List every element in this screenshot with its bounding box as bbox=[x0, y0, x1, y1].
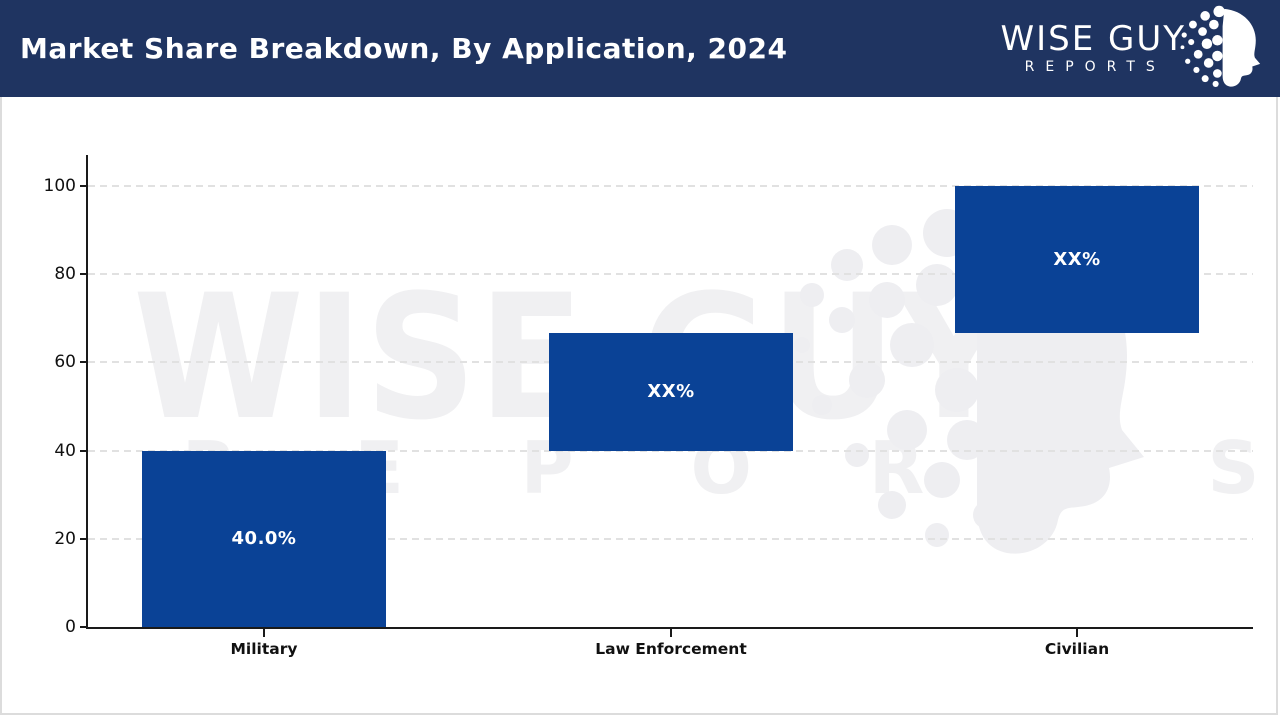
y-tick-label-60: 60 bbox=[54, 352, 76, 373]
gridline-40 bbox=[88, 449, 1253, 452]
y-tick-100 bbox=[80, 185, 88, 187]
x-axis bbox=[86, 627, 1253, 629]
logo-text: WISE GUY REPORTS bbox=[1000, 21, 1186, 76]
bar-military: 40.0% bbox=[142, 450, 386, 627]
y-tick-40 bbox=[80, 449, 88, 452]
y-tick-label-0: 0 bbox=[65, 617, 76, 637]
y-tick-label-100: 100 bbox=[43, 176, 76, 196]
y-tick-label-20: 20 bbox=[54, 528, 76, 549]
logo-face-icon bbox=[1180, 5, 1261, 87]
logo-subtitle: REPORTS bbox=[1024, 59, 1166, 75]
x-tick-0 bbox=[263, 629, 265, 637]
gridline-100 bbox=[88, 185, 1253, 187]
x-category-label: Law Enforcement bbox=[595, 640, 747, 658]
page-title: Market Share Breakdown, By Application, … bbox=[20, 32, 788, 65]
bar-value-label: 40.0% bbox=[231, 528, 297, 550]
x-category-label: Civilian bbox=[1044, 640, 1110, 658]
y-tick-label-40: 40 bbox=[54, 440, 76, 461]
gridline-80 bbox=[88, 273, 1253, 276]
wiseguy-logo: WISE GUY REPORTS bbox=[1000, 0, 1268, 97]
logo-wordmark: WISE GUY bbox=[1000, 19, 1186, 59]
y-axis bbox=[86, 155, 88, 629]
x-category-label: Military bbox=[230, 640, 298, 658]
x-tick-1 bbox=[670, 629, 672, 637]
bar-value-label: XX% bbox=[647, 381, 695, 403]
bar-civilian: XX% bbox=[955, 186, 1199, 333]
bar-value-label: XX% bbox=[1053, 248, 1101, 270]
x-tick-2 bbox=[1076, 629, 1078, 637]
y-tick-80 bbox=[80, 273, 88, 276]
y-tick-0 bbox=[80, 626, 88, 628]
y-tick-60 bbox=[80, 361, 88, 364]
y-tick-20 bbox=[80, 537, 88, 540]
bar-law-enforcement: XX% bbox=[549, 332, 793, 451]
y-tick-label-80: 80 bbox=[54, 264, 76, 285]
header-bar: Market Share Breakdown, By Application, … bbox=[0, 0, 1280, 97]
gridline-20 bbox=[88, 537, 1253, 540]
